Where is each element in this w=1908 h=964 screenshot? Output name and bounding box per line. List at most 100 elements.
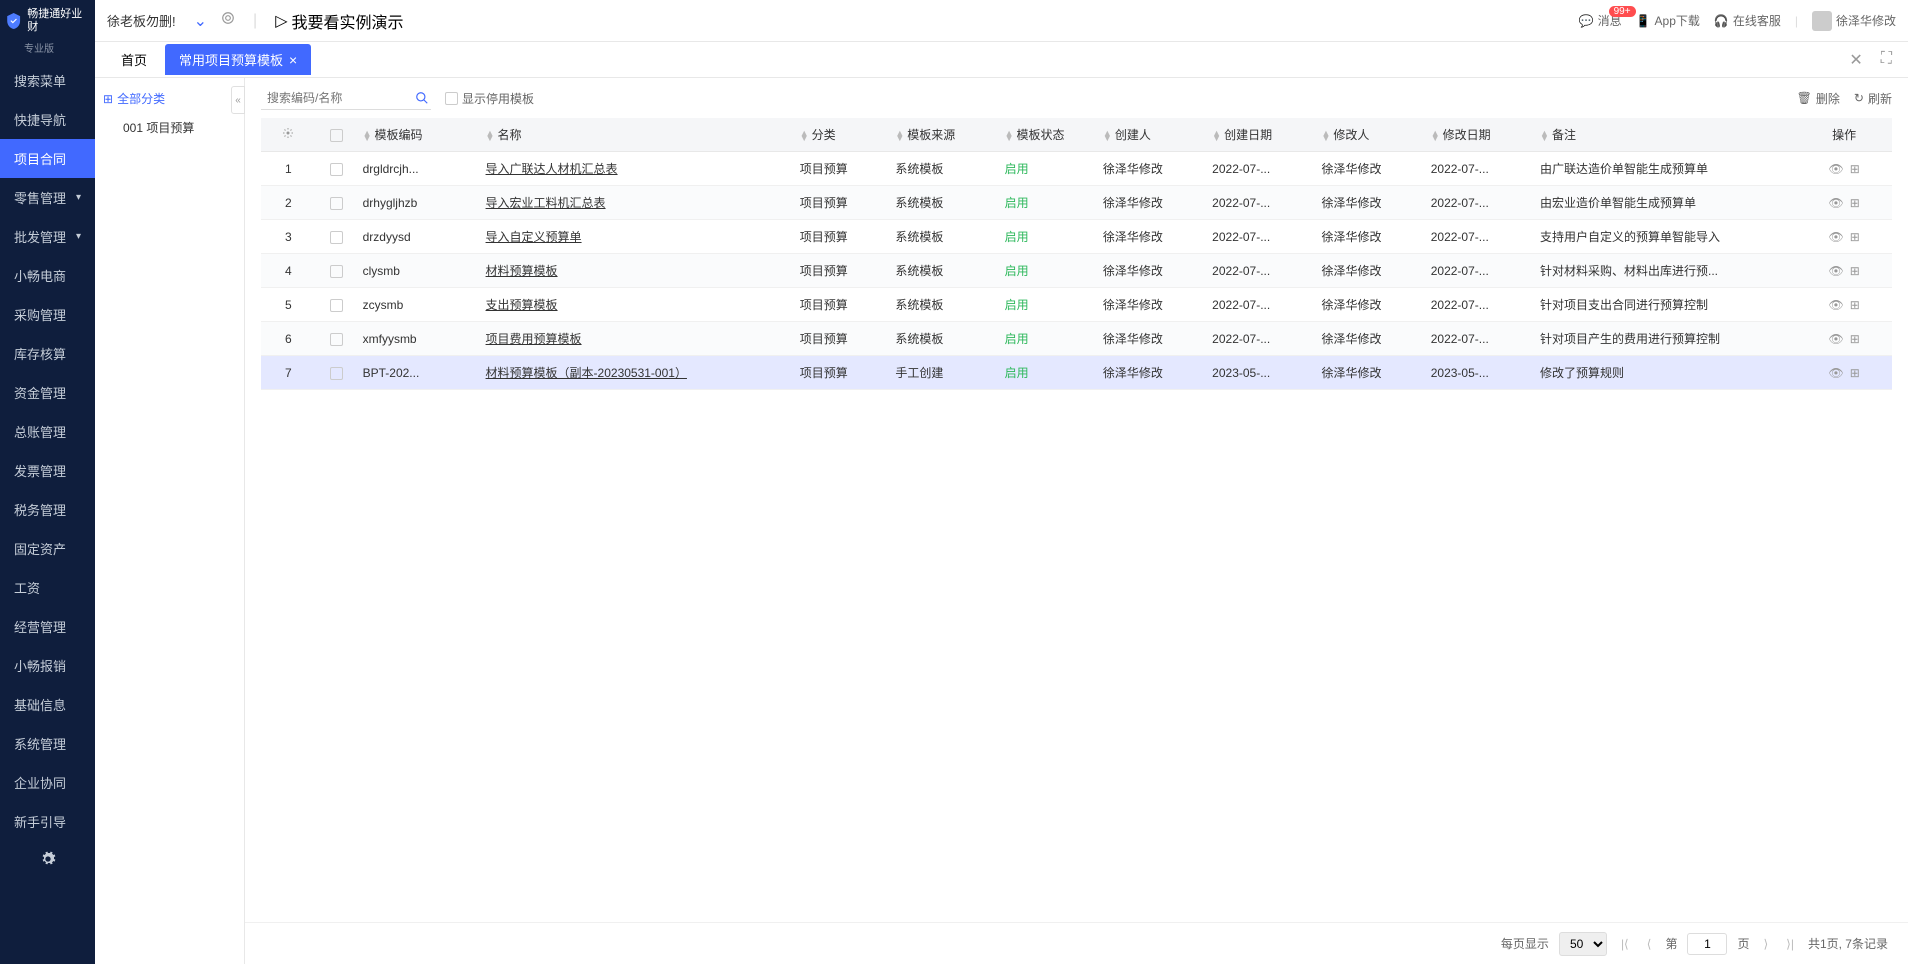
view-icon[interactable]: 👁 [1826, 264, 1847, 278]
more-icon[interactable]: ⊞ [1847, 298, 1863, 312]
template-name-link[interactable]: 导入广联达人材机汇总表 [486, 162, 618, 176]
sidebar-item[interactable]: 采购管理 [0, 295, 95, 334]
col-name[interactable]: ▲▼名称 [480, 118, 794, 152]
row-checkbox[interactable] [316, 152, 357, 186]
sidebar-item[interactable]: 税务管理 [0, 490, 95, 529]
expand-icon[interactable]: ⛶ [1877, 46, 1896, 74]
more-icon[interactable]: ⊞ [1847, 332, 1863, 346]
toolbar: 显示停用模板 🗑 删除 ↻ 刷新 [245, 78, 1908, 118]
cell-category: 项目预算 [794, 152, 890, 186]
col-category[interactable]: ▲▼分类 [794, 118, 890, 152]
app-download-link[interactable]: 📱 App下载 [1636, 12, 1700, 29]
tree-root[interactable]: ⊞ 全部分类 [103, 90, 236, 107]
template-name-link[interactable]: 项目费用预算模板 [486, 332, 582, 346]
demo-link[interactable]: ▷ 我要看实例演示 [275, 9, 403, 33]
sidebar-item[interactable]: 固定资产 [0, 529, 95, 568]
template-name-link[interactable]: 导入宏业工料机汇总表 [486, 196, 606, 210]
table-row[interactable]: 7BPT-202...材料预算模板（副本-20230531-001）项目预算手工… [261, 356, 1892, 390]
sidebar-item[interactable]: 库存核算 [0, 334, 95, 373]
template-name-link[interactable]: 导入自定义预算单 [486, 230, 582, 244]
messages-link[interactable]: 💬 消息 99+ [1579, 12, 1622, 29]
collapse-tree-icon[interactable]: « [231, 86, 245, 114]
more-icon[interactable]: ⊞ [1847, 230, 1863, 244]
sidebar-item[interactable]: 新手引导 [0, 802, 95, 841]
sidebar-item[interactable]: 批发管理▾ [0, 217, 95, 256]
sidebar-item[interactable]: 系统管理 [0, 724, 95, 763]
row-checkbox[interactable] [316, 254, 357, 288]
sidebar-item[interactable]: 总账管理 [0, 412, 95, 451]
row-checkbox[interactable] [316, 220, 357, 254]
last-page-icon[interactable]: ⟩| [1782, 937, 1798, 951]
sidebar-item[interactable]: 工资 [0, 568, 95, 607]
view-icon[interactable]: 👁 [1826, 196, 1847, 210]
table-row[interactable]: 3drzdyysd导入自定义预算单项目预算系统模板启用徐泽华修改2022-07-… [261, 220, 1892, 254]
sidebar-item[interactable]: 发票管理 [0, 451, 95, 490]
col-modifier[interactable]: ▲▼修改人 [1315, 118, 1424, 152]
table-row[interactable]: 6xmfyysmb项目费用预算模板项目预算系统模板启用徐泽华修改2022-07-… [261, 322, 1892, 356]
col-code[interactable]: ▲▼模板编码 [357, 118, 480, 152]
close-icon[interactable]: × [289, 52, 297, 68]
next-page-icon[interactable]: ⟩ [1759, 937, 1772, 951]
chevron-down-icon[interactable]: ⌄ [194, 11, 207, 31]
col-creator[interactable]: ▲▼创建人 [1097, 118, 1206, 152]
delete-button[interactable]: 🗑 删除 [1797, 90, 1840, 107]
tree-item[interactable]: 001 项目预算 [103, 113, 236, 142]
table-row[interactable]: 4clysmb材料预算模板项目预算系统模板启用徐泽华修改2022-07-...徐… [261, 254, 1892, 288]
page-input[interactable] [1687, 933, 1727, 955]
search-input[interactable] [261, 87, 431, 110]
sidebar-settings[interactable] [0, 841, 95, 882]
more-icon[interactable]: ⊞ [1847, 366, 1863, 380]
sidebar-item[interactable]: 小畅报销 [0, 646, 95, 685]
row-checkbox[interactable] [316, 356, 357, 390]
refresh-button[interactable]: ↻ 刷新 [1854, 90, 1892, 107]
view-icon[interactable]: 👁 [1826, 366, 1847, 380]
more-icon[interactable]: ⊞ [1847, 196, 1863, 210]
template-name-link[interactable]: 材料预算模板 [486, 264, 558, 278]
more-icon[interactable]: ⊞ [1847, 264, 1863, 278]
row-checkbox[interactable] [316, 322, 357, 356]
sidebar-item[interactable]: 快捷导航 [0, 100, 95, 139]
table-row[interactable]: 5zcysmb支出预算模板项目预算系统模板启用徐泽华修改2022-07-...徐… [261, 288, 1892, 322]
col-modify-date[interactable]: ▲▼修改日期 [1425, 118, 1534, 152]
close-all-tabs-icon[interactable]: ✕ [1845, 46, 1866, 74]
view-icon[interactable]: 👁 [1826, 162, 1847, 176]
table-row[interactable]: 1drgldrcjh...导入广联达人材机汇总表项目预算系统模板启用徐泽华修改2… [261, 152, 1892, 186]
gear-icon[interactable] [221, 11, 235, 30]
prev-page-icon[interactable]: ⟨ [1643, 937, 1656, 951]
sidebar-item[interactable]: 搜索菜单 [0, 61, 95, 100]
sidebar-item[interactable]: 基础信息 [0, 685, 95, 724]
sidebar-item[interactable]: 零售管理▾ [0, 178, 95, 217]
col-source[interactable]: ▲▼模板来源 [889, 118, 998, 152]
template-name-link[interactable]: 材料预算模板（副本-20230531-001） [486, 366, 687, 380]
row-checkbox[interactable] [316, 288, 357, 322]
cell-actions: 👁⊞ [1796, 356, 1892, 390]
show-disabled-checkbox[interactable]: 显示停用模板 [445, 90, 534, 107]
col-select-all[interactable] [316, 118, 357, 152]
sidebar-item[interactable]: 项目合同 [0, 139, 95, 178]
template-name-link[interactable]: 支出预算模板 [486, 298, 558, 312]
sidebar-item[interactable]: 经营管理 [0, 607, 95, 646]
cell-modify-date: 2022-07-... [1425, 322, 1534, 356]
per-page-select[interactable]: 50 [1559, 932, 1607, 956]
refresh-icon: ↻ [1854, 91, 1864, 105]
sidebar-item[interactable]: 企业协同 [0, 763, 95, 802]
table-row[interactable]: 2drhygljhzb导入宏业工料机汇总表项目预算系统模板启用徐泽华修改2022… [261, 186, 1892, 220]
col-create-date[interactable]: ▲▼创建日期 [1206, 118, 1315, 152]
col-status[interactable]: ▲▼模板状态 [999, 118, 1097, 152]
view-icon[interactable]: 👁 [1826, 332, 1847, 346]
sidebar-item[interactable]: 资金管理 [0, 373, 95, 412]
first-page-icon[interactable]: |⟨ [1617, 937, 1633, 951]
tab-budget-templates[interactable]: 常用项目预算模板 × [165, 44, 311, 75]
tab-home[interactable]: 首页 [107, 44, 161, 75]
search-icon[interactable] [415, 91, 429, 108]
view-icon[interactable]: 👁 [1826, 230, 1847, 244]
more-icon[interactable]: ⊞ [1847, 162, 1863, 176]
col-settings[interactable] [261, 118, 316, 152]
view-icon[interactable]: 👁 [1826, 298, 1847, 312]
online-service-link[interactable]: 🎧 在线客服 [1714, 12, 1781, 29]
status-badge: 启用 [1005, 264, 1029, 278]
user-menu[interactable]: 徐泽华修改 [1812, 11, 1896, 31]
sidebar-item[interactable]: 小畅电商 [0, 256, 95, 295]
row-checkbox[interactable] [316, 186, 357, 220]
col-note[interactable]: ▲▼备注 [1534, 118, 1796, 152]
